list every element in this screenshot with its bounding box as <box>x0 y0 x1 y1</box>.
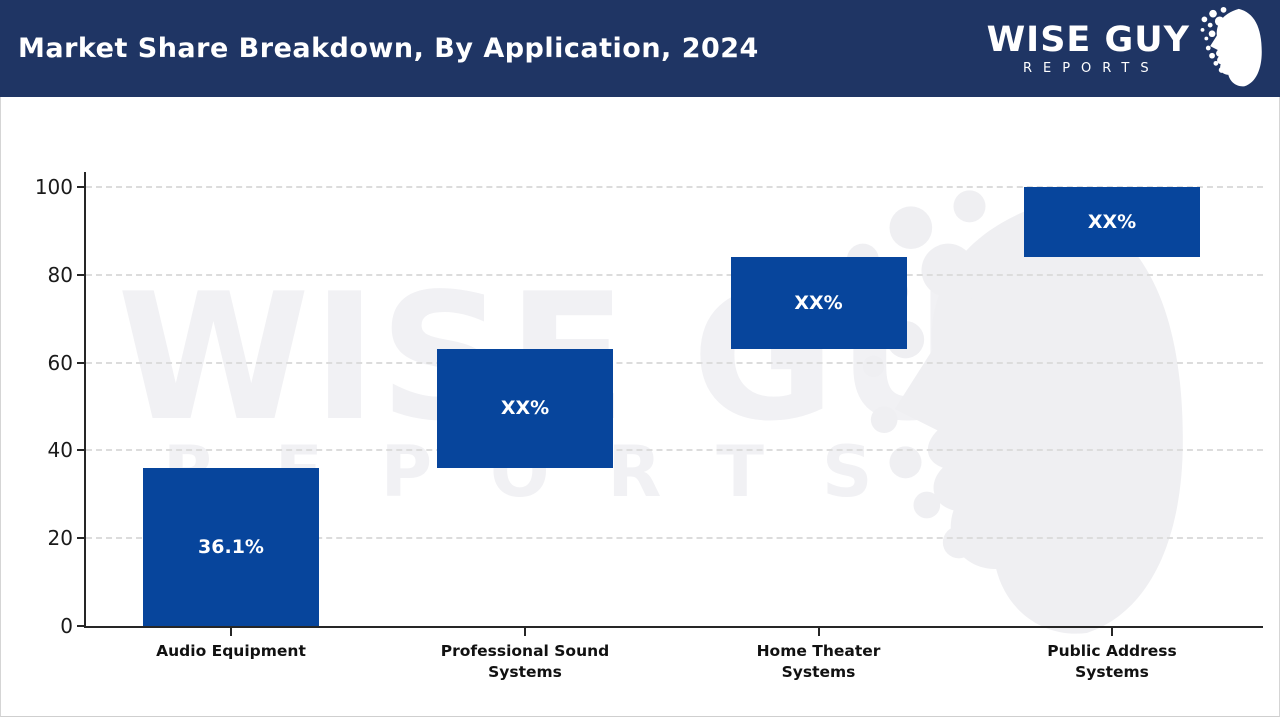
gridline <box>86 449 1263 452</box>
watermark-head-icon <box>841 190 1183 634</box>
x-axis-category-label: Professional Sound Systems <box>440 642 610 681</box>
gridline <box>86 273 1263 276</box>
y-axis-tick <box>77 625 86 627</box>
x-axis-tick <box>230 628 232 636</box>
bar-segment: XX% <box>1024 187 1200 257</box>
y-axis-tick <box>77 537 86 540</box>
logo-wordmark: WISE GUY <box>986 19 1190 60</box>
wise-guy-logo: WISE GUY REPORTS <box>987 0 1274 97</box>
y-axis-tick-label: 20 <box>47 526 73 551</box>
y-axis-line <box>84 172 86 628</box>
plot-area: 0 20 40 60 80 100 36.1% Audio Equipment XX% Profe… <box>1 97 1279 716</box>
y-axis-tick-label: 40 <box>47 438 73 463</box>
gridline <box>86 186 1263 188</box>
x-axis-tick <box>524 628 526 636</box>
bar-segment: XX% <box>437 348 613 468</box>
gridline <box>86 361 1263 364</box>
y-axis-tick <box>77 361 86 364</box>
logo-text: WISE GUY REPORTS <box>986 19 1190 76</box>
y-axis-tick-label: 100 <box>34 175 73 199</box>
bar-value-label: 36.1% <box>198 535 264 558</box>
bar-segment: XX% <box>730 256 907 349</box>
x-axis-tick <box>817 628 820 636</box>
bar-segment: 36.1% <box>143 467 319 626</box>
x-axis-category-label: Public Address Systems <box>1047 642 1177 681</box>
logo-head-icon <box>1200 6 1262 86</box>
x-axis-category-label: Audio Equipment <box>156 642 306 660</box>
x-axis-category-label: Home Theater Systems <box>756 642 881 681</box>
bar-value-label: XX% <box>794 291 843 314</box>
bar-value-label: XX% <box>1087 210 1137 233</box>
x-axis-line <box>84 626 1263 628</box>
chart-title: Market Share Breakdown, By Application, … <box>18 33 759 64</box>
chart-area: WISE GUY REPORTS 0 20 40 60 80 100 36.1% Audio … <box>0 97 1280 717</box>
y-axis-tick <box>77 273 86 276</box>
gridline <box>86 537 1263 540</box>
y-axis-tick <box>77 186 86 188</box>
logo-subtext: REPORTS <box>1022 60 1160 76</box>
x-axis-tick <box>1111 628 1113 636</box>
y-axis-tick-label: 60 <box>47 350 73 375</box>
y-axis-tick <box>77 449 86 452</box>
y-axis-tick-label: 0 <box>60 614 73 638</box>
y-axis-tick-label: 80 <box>47 262 73 287</box>
bar-value-label: XX% <box>500 397 550 420</box>
header-bar: Market Share Breakdown, By Application, … <box>0 0 1280 97</box>
